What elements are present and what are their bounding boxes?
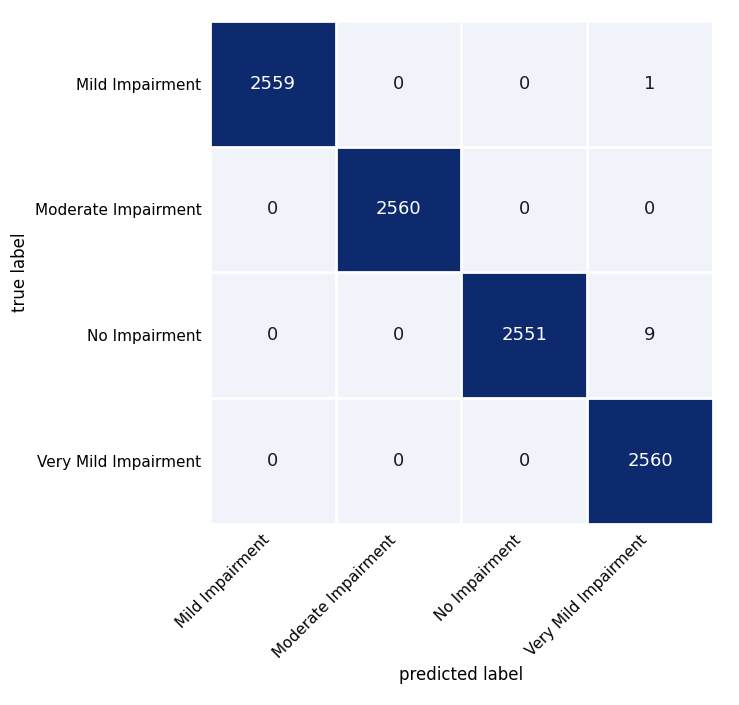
Text: 1: 1 [644, 75, 655, 92]
Text: 2559: 2559 [250, 75, 296, 92]
Text: 2560: 2560 [627, 452, 672, 470]
Text: 0: 0 [267, 452, 279, 470]
Text: 9: 9 [644, 326, 655, 344]
Text: 2551: 2551 [501, 326, 547, 344]
Text: 0: 0 [519, 452, 530, 470]
Y-axis label: true label: true label [11, 233, 30, 312]
Text: 0: 0 [393, 75, 404, 92]
Text: 0: 0 [267, 326, 279, 344]
Text: 0: 0 [393, 452, 404, 470]
Text: 0: 0 [644, 200, 655, 219]
Text: 2560: 2560 [375, 200, 421, 219]
Text: 0: 0 [267, 200, 279, 219]
X-axis label: predicted label: predicted label [399, 666, 523, 684]
Text: 0: 0 [393, 326, 404, 344]
Text: 0: 0 [519, 200, 530, 219]
Text: 0: 0 [519, 75, 530, 92]
